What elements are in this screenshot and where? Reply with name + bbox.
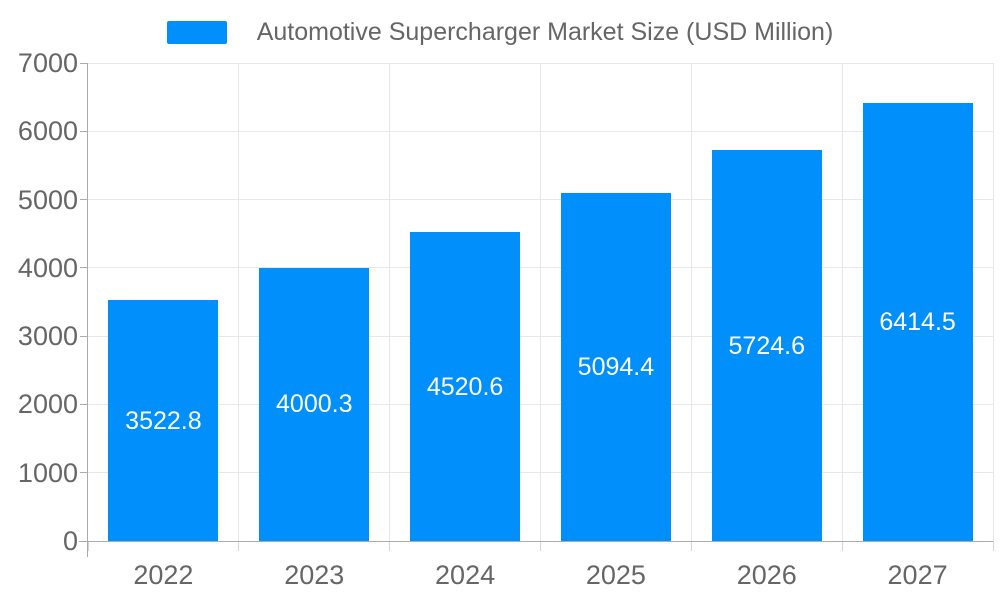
x-axis-tick [841, 541, 843, 551]
x-gridline [841, 63, 843, 541]
x-axis-label: 2027 [887, 560, 948, 590]
x-axis-line [79, 541, 993, 542]
x-axis-label: 2025 [585, 560, 646, 590]
bar-value-label: 5724.6 [728, 331, 805, 360]
y-axis-label: 5000 [17, 184, 78, 215]
x-axis-tick [540, 541, 541, 551]
x-gridline [540, 63, 541, 541]
y-axis-label: 2000 [17, 389, 78, 420]
x-gridline [690, 63, 692, 541]
x-axis-tick [690, 541, 692, 551]
x-axis-label: 2026 [736, 560, 797, 590]
x-axis-tick [992, 541, 994, 551]
x-axis-tick [238, 541, 240, 551]
y-axis-label: 6000 [17, 116, 78, 147]
bar-value-label: 3522.8 [125, 406, 202, 435]
bar-2023[interactable] [259, 267, 370, 541]
y-axis-tick [80, 199, 88, 201]
bar-2027[interactable] [862, 102, 973, 541]
y-axis-label: 1000 [17, 457, 78, 488]
legend-swatch [166, 20, 227, 44]
y-axis-line [87, 63, 88, 557]
bar-value-label: 4000.3 [276, 390, 353, 419]
bar-2022[interactable] [108, 300, 219, 541]
y-axis-label: 7000 [17, 48, 78, 78]
y-axis-tick [80, 335, 88, 337]
y-axis-label: 4000 [17, 252, 78, 283]
y-axis-tick [80, 62, 88, 64]
bar-2024[interactable] [410, 232, 521, 541]
bar-2026[interactable] [711, 150, 822, 541]
y-axis-tick [80, 130, 88, 132]
legend-series-label: Automotive Supercharger Market Size (USD… [256, 17, 834, 46]
x-axis-label: 2023 [284, 560, 345, 590]
y-axis-tick [80, 403, 88, 405]
bar-value-label: 5094.4 [577, 353, 655, 382]
bar-2025[interactable] [560, 193, 671, 541]
x-axis-label: 2024 [435, 560, 496, 590]
x-gridline [389, 63, 391, 541]
y-axis-tick [80, 472, 88, 474]
x-axis-label: 2022 [133, 560, 194, 590]
legend[interactable]: Automotive Supercharger Market Size (USD… [0, 14, 1000, 50]
bar-value-label: 4520.6 [426, 372, 504, 401]
y-axis-label: 3000 [17, 321, 78, 352]
bar-value-label: 6414.5 [879, 307, 956, 336]
x-gridline [238, 63, 240, 541]
x-axis-tick [87, 541, 89, 551]
y-axis-tick [80, 267, 88, 269]
y-axis-label: 0 [62, 526, 78, 556]
x-axis-tick [389, 541, 391, 551]
x-gridline [992, 63, 994, 541]
